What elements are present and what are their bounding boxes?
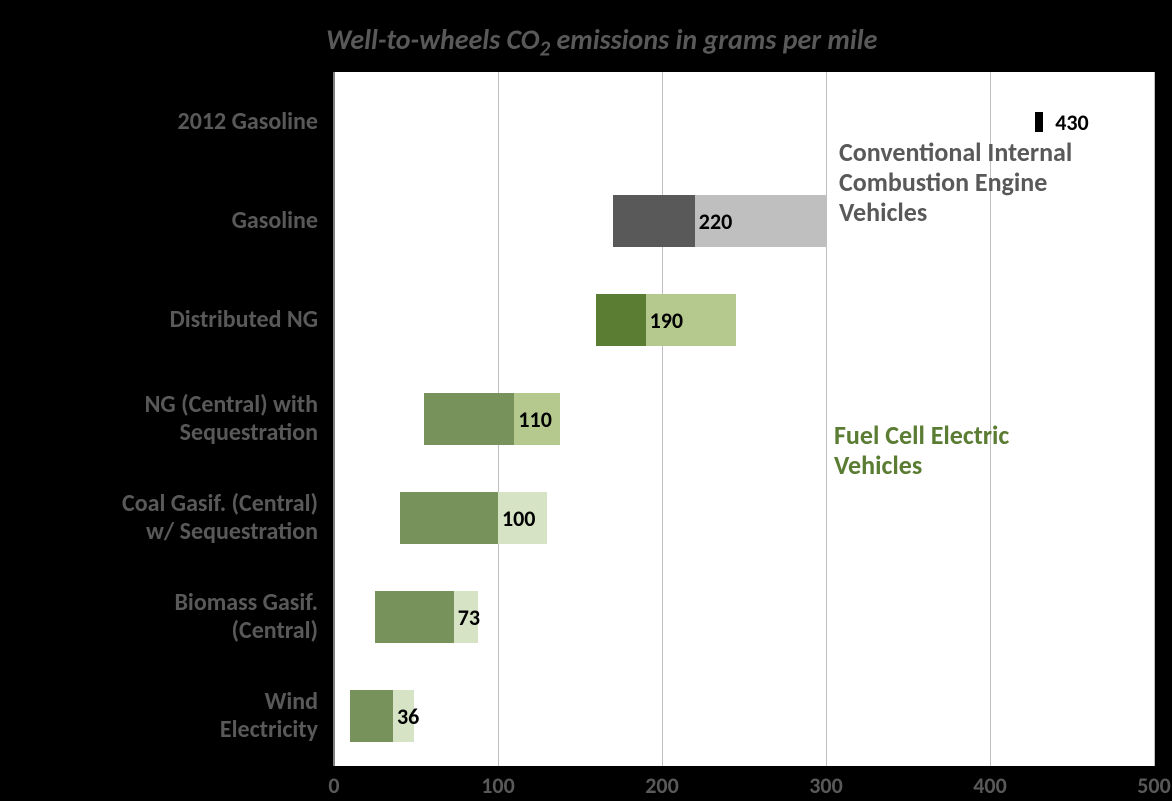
category-label: NG (Central) with Sequestration: [8, 391, 318, 446]
value-label: 190: [650, 307, 683, 334]
chart-title: Well-to-wheels CO2 emissions in grams pe…: [326, 22, 877, 62]
gridline: [1154, 72, 1155, 766]
bar-segment-low: [375, 591, 454, 643]
category-label: 2012 Gasoline: [8, 108, 318, 136]
category-label: Distributed NG: [8, 306, 318, 334]
x-tick-label: 0: [328, 772, 339, 799]
x-tick-label: 400: [973, 772, 1006, 799]
value-label: 430: [1055, 109, 1088, 136]
category-label: Gasoline: [8, 207, 318, 235]
bar-segment-low: [424, 393, 514, 445]
value-label: 36: [397, 703, 419, 730]
bar-segment-low: [596, 294, 645, 346]
x-tick-label: 100: [481, 772, 514, 799]
category-label: Biomass Gasif. (Central): [8, 589, 318, 644]
gridline: [826, 72, 827, 766]
legend-text: Fuel Cell Electric Vehicles: [834, 421, 1009, 481]
legend-text: Conventional Internal Combustion Engine …: [839, 138, 1072, 228]
category-label: Wind Electricity: [8, 688, 318, 743]
bar-segment-low: [400, 492, 498, 544]
point-marker: [1035, 112, 1043, 132]
x-tick-label: 200: [645, 772, 678, 799]
gridline: [662, 72, 663, 766]
bar-segment-low: [613, 195, 695, 247]
value-label: 100: [502, 505, 535, 532]
y-axis: [333, 72, 335, 766]
x-tick-label: 500: [1137, 772, 1170, 799]
value-label: 220: [699, 208, 732, 235]
value-label: 110: [518, 406, 551, 433]
x-tick-label: 300: [809, 772, 842, 799]
value-label: 73: [458, 604, 480, 631]
category-label: Coal Gasif. (Central) w/ Sequestration: [8, 490, 318, 545]
bar-segment-low: [350, 690, 393, 742]
